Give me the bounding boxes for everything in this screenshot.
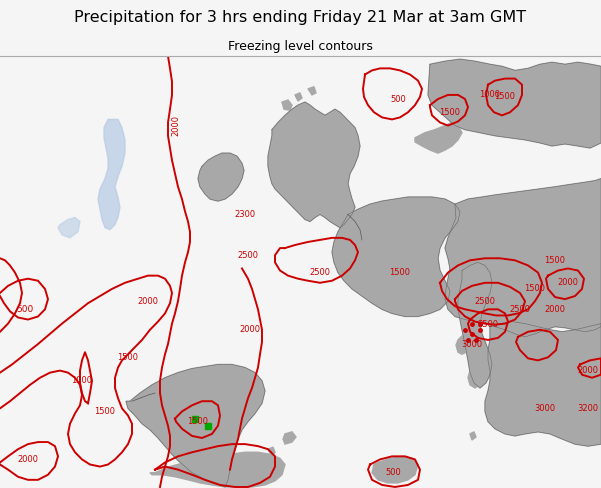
Text: 3200: 3200 — [578, 404, 599, 413]
Polygon shape — [303, 107, 314, 118]
Polygon shape — [468, 365, 482, 388]
Polygon shape — [282, 100, 292, 110]
Polygon shape — [283, 432, 296, 444]
Text: 1500: 1500 — [525, 285, 546, 293]
Text: 3000: 3000 — [462, 340, 483, 348]
Polygon shape — [428, 59, 601, 148]
Polygon shape — [58, 218, 80, 238]
Polygon shape — [470, 432, 476, 440]
Polygon shape — [372, 456, 418, 483]
Polygon shape — [198, 153, 244, 201]
Text: 2000: 2000 — [545, 305, 566, 314]
Text: Precipitation for 3 hrs ending Friday 21 Mar at 3am GMT: Precipitation for 3 hrs ending Friday 21… — [75, 10, 526, 25]
Polygon shape — [268, 102, 360, 227]
Text: 2500: 2500 — [237, 251, 258, 260]
Text: 2500: 2500 — [310, 268, 331, 277]
Text: 1000: 1000 — [480, 90, 501, 100]
Polygon shape — [150, 452, 285, 487]
Text: 2000: 2000 — [240, 325, 260, 334]
Text: 2000: 2000 — [578, 366, 599, 375]
Text: 500: 500 — [390, 95, 406, 103]
Polygon shape — [487, 407, 510, 426]
Text: 500: 500 — [385, 468, 401, 477]
Text: 500: 500 — [16, 305, 34, 314]
Polygon shape — [458, 263, 492, 388]
Polygon shape — [295, 93, 302, 101]
Text: 2000: 2000 — [558, 278, 579, 287]
Text: 1500: 1500 — [389, 268, 410, 277]
Polygon shape — [485, 322, 601, 446]
Polygon shape — [308, 87, 316, 95]
Text: 1500: 1500 — [188, 417, 209, 426]
Polygon shape — [268, 447, 275, 456]
Text: 1000: 1000 — [72, 376, 93, 386]
Polygon shape — [332, 197, 460, 317]
Polygon shape — [415, 122, 462, 153]
Text: 2000: 2000 — [17, 455, 38, 464]
Text: Freezing level contours: Freezing level contours — [228, 40, 373, 53]
Polygon shape — [545, 352, 572, 375]
Text: 1500: 1500 — [94, 407, 115, 416]
Text: 2000: 2000 — [138, 297, 159, 305]
Text: 2500: 2500 — [510, 305, 531, 314]
Text: 1500: 1500 — [545, 256, 566, 265]
Polygon shape — [445, 179, 601, 337]
Polygon shape — [126, 365, 265, 487]
Text: 3000: 3000 — [534, 404, 555, 413]
Text: 2000: 2000 — [171, 115, 180, 136]
Text: 1500: 1500 — [118, 353, 138, 362]
Text: 3500: 3500 — [477, 320, 499, 329]
Text: 2500: 2500 — [475, 297, 495, 305]
Text: 1500: 1500 — [439, 108, 460, 117]
Text: 2300: 2300 — [234, 210, 255, 219]
Polygon shape — [98, 120, 125, 230]
Text: 1500: 1500 — [495, 92, 516, 102]
Polygon shape — [456, 336, 468, 354]
